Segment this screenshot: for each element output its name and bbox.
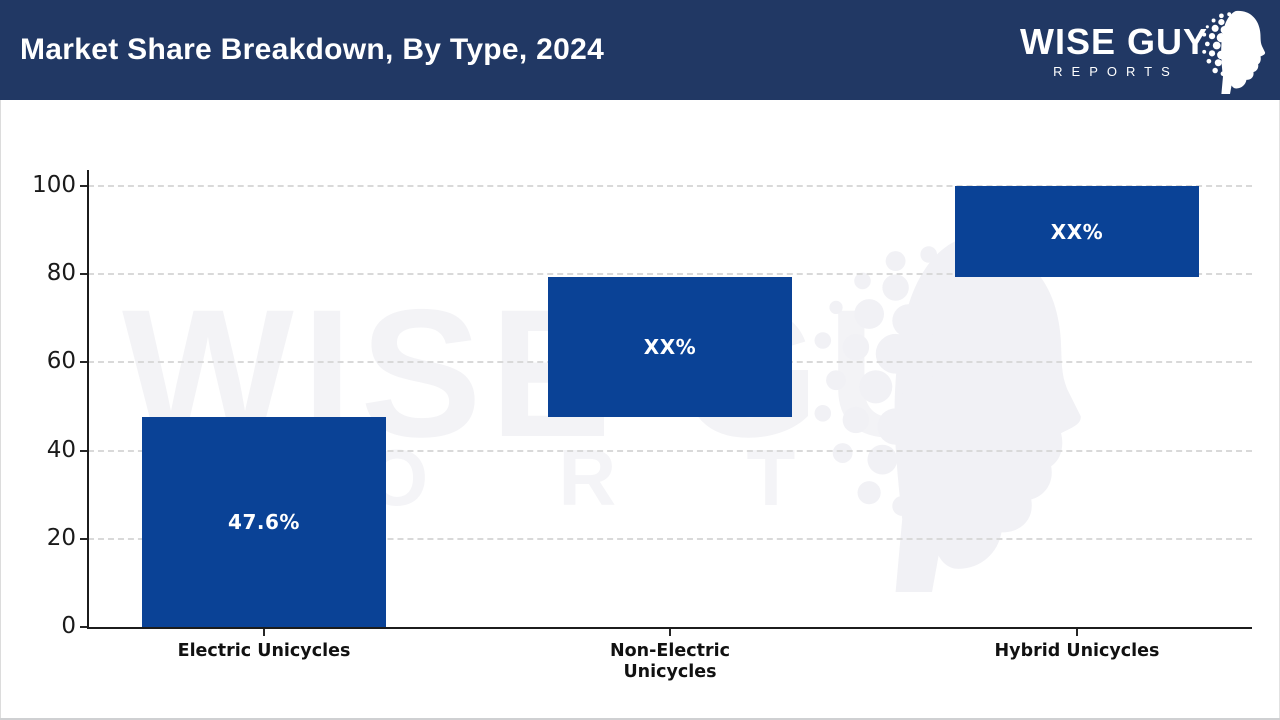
- y-tick: [80, 273, 87, 276]
- y-axis-tick-label: 0: [61, 613, 76, 639]
- y-axis-tick-label: 40: [46, 436, 76, 463]
- y-tick: [80, 537, 87, 540]
- bar-segment: 47.6%: [142, 417, 386, 627]
- page-border-left: [0, 100, 1, 718]
- x-tick: [669, 628, 671, 636]
- y-axis-tick-label: 100: [32, 172, 76, 198]
- y-tick: [80, 626, 87, 628]
- x-axis-line: [87, 627, 1252, 629]
- bar-value-label: XX%: [1050, 219, 1104, 244]
- x-tick: [263, 628, 265, 636]
- y-tick: [80, 185, 87, 187]
- bar-segment: XX%: [955, 186, 1199, 278]
- y-gridline: [88, 273, 1252, 276]
- y-axis-tick-label: 20: [46, 524, 76, 551]
- x-tick: [1076, 628, 1078, 636]
- page-border-bottom: [0, 718, 1280, 720]
- y-axis-tick-label: 60: [46, 348, 76, 375]
- wise-guy-reports-logo: WISE GUY REPORTS: [1020, 6, 1266, 96]
- logo-dotted-head-icon: [1194, 8, 1266, 94]
- y-gridline: [88, 449, 1252, 452]
- logo-line-wise-guy: WISE GUY: [1019, 21, 1208, 62]
- title-bar: Market Share Breakdown, By Type, 2024 WI…: [0, 0, 1280, 100]
- bar-segment: XX%: [548, 277, 792, 418]
- logo-wordmark: WISE GUY REPORTS: [1019, 21, 1208, 80]
- x-axis-category-label: Non-Electric Unicycles: [610, 641, 730, 682]
- x-axis-category-label: Hybrid Unicycles: [994, 641, 1160, 661]
- bar-value-label: XX%: [643, 335, 697, 360]
- page-title: Market Share Breakdown, By Type, 2024: [20, 33, 605, 66]
- y-gridline: [88, 185, 1252, 187]
- y-axis-tick-label: 80: [46, 260, 76, 287]
- y-tick: [80, 449, 87, 452]
- logo-line-reports: REPORTS: [1053, 64, 1179, 79]
- y-gridline: [88, 537, 1252, 540]
- bar-value-label: 47.6%: [228, 510, 300, 535]
- y-tick: [80, 361, 87, 364]
- x-axis-category-label: Electric Unicycles: [177, 641, 351, 661]
- y-axis-line: [87, 170, 89, 629]
